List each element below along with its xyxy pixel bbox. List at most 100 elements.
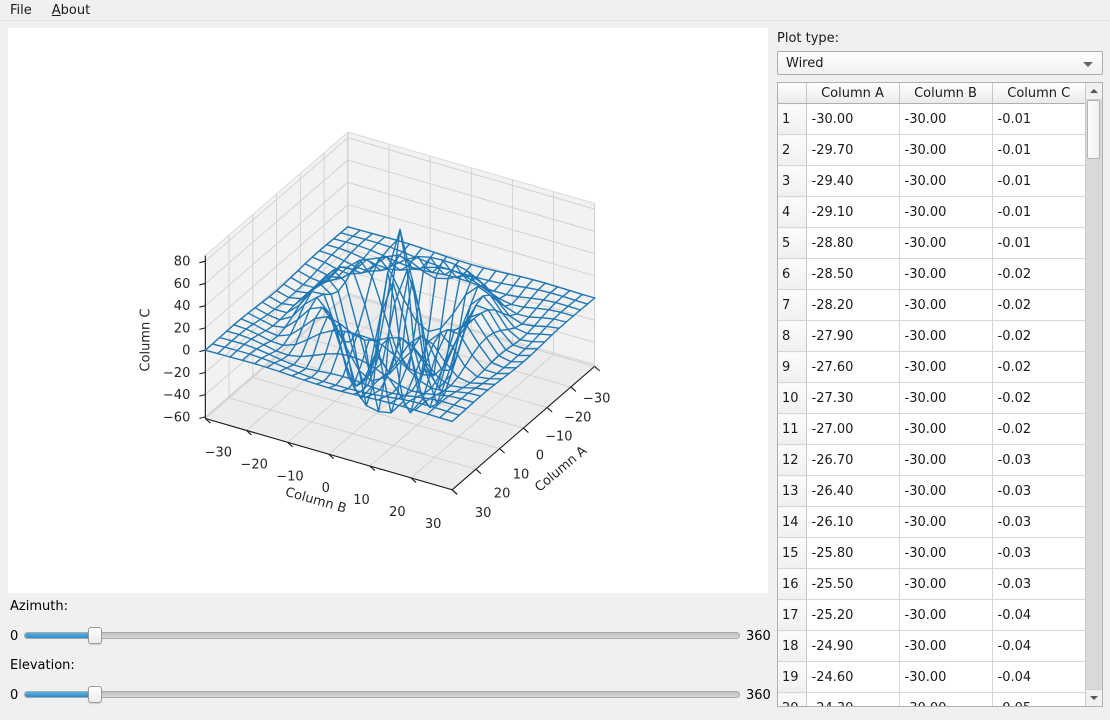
data-cell[interactable]: -30.00: [899, 103, 993, 135]
wireframe-surface: [204, 226, 596, 423]
scroll-up-button[interactable]: [1086, 83, 1102, 100]
data-cell[interactable]: -28.50: [806, 258, 900, 290]
data-cell[interactable]: -29.10: [806, 196, 900, 228]
data-cell[interactable]: -30.00: [899, 165, 993, 197]
data-cell[interactable]: -0.01: [992, 103, 1085, 135]
row-number-cell[interactable]: 20: [778, 692, 807, 706]
azimuth-slider-handle[interactable]: [88, 627, 102, 644]
data-cell[interactable]: -30.00: [899, 413, 993, 445]
row-number-cell[interactable]: 7: [778, 289, 807, 321]
data-cell[interactable]: -30.00: [899, 382, 993, 414]
azimuth-slider-track[interactable]: [24, 627, 740, 644]
data-cell[interactable]: -24.30: [806, 692, 900, 706]
data-cell[interactable]: -27.60: [806, 351, 900, 383]
data-cell[interactable]: -30.00: [899, 692, 993, 706]
data-cell[interactable]: -0.04: [992, 630, 1085, 662]
row-number-cell[interactable]: 5: [778, 227, 807, 259]
elevation-slider-handle[interactable]: [88, 686, 102, 703]
data-cell[interactable]: -26.10: [806, 506, 900, 538]
data-cell[interactable]: -30.00: [899, 537, 993, 569]
row-number-cell[interactable]: 16: [778, 568, 807, 600]
data-cell[interactable]: -0.02: [992, 382, 1085, 414]
data-cell[interactable]: -30.00: [899, 196, 993, 228]
row-number-cell[interactable]: 19: [778, 661, 807, 693]
data-cell[interactable]: -30.00: [899, 661, 993, 693]
elevation-slider-track[interactable]: [24, 686, 740, 703]
data-cell[interactable]: -30.00: [899, 289, 993, 321]
data-cell[interactable]: -0.03: [992, 568, 1085, 600]
row-number-cell[interactable]: 18: [778, 630, 807, 662]
data-cell[interactable]: -25.80: [806, 537, 900, 569]
data-cell[interactable]: -25.20: [806, 599, 900, 631]
data-cell[interactable]: -30.00: [899, 258, 993, 290]
row-number-cell[interactable]: 17: [778, 599, 807, 631]
data-cell[interactable]: -30.00: [899, 320, 993, 352]
data-cell[interactable]: -25.50: [806, 568, 900, 600]
data-cell[interactable]: -0.02: [992, 413, 1085, 445]
data-cell[interactable]: -30.00: [899, 630, 993, 662]
data-cell[interactable]: -27.30: [806, 382, 900, 414]
row-number-cell[interactable]: 8: [778, 320, 807, 352]
column-header[interactable]: Column A: [806, 83, 900, 104]
row-number-cell[interactable]: 1: [778, 103, 807, 135]
data-cell[interactable]: -0.02: [992, 258, 1085, 290]
plot-type-combobox[interactable]: Wired: [777, 51, 1103, 75]
row-number-cell[interactable]: 2: [778, 134, 807, 166]
data-cell[interactable]: -29.70: [806, 134, 900, 166]
row-number-cell[interactable]: 15: [778, 537, 807, 569]
data-cell[interactable]: -26.40: [806, 475, 900, 507]
row-number-cell[interactable]: 14: [778, 506, 807, 538]
row-number-cell[interactable]: 3: [778, 165, 807, 197]
data-cell[interactable]: -0.01: [992, 227, 1085, 259]
data-cell[interactable]: -24.90: [806, 630, 900, 662]
data-cell[interactable]: -0.04: [992, 599, 1085, 631]
menu-item-file[interactable]: File: [10, 2, 32, 18]
column-header[interactable]: Column B: [899, 83, 993, 104]
data-cell[interactable]: -30.00: [899, 351, 993, 383]
svg-text:−40: −40: [163, 388, 190, 403]
data-cell[interactable]: -27.00: [806, 413, 900, 445]
data-cell[interactable]: -30.00: [899, 568, 993, 600]
data-cell[interactable]: -27.90: [806, 320, 900, 352]
data-cell[interactable]: -30.00: [899, 475, 993, 507]
row-number-cell[interactable]: 11: [778, 413, 807, 445]
data-cell[interactable]: -0.04: [992, 661, 1085, 693]
table-row: 12 -26.70 -30.00 -0.03: [778, 444, 1085, 476]
data-cell[interactable]: -0.03: [992, 475, 1085, 507]
data-cell[interactable]: -0.01: [992, 134, 1085, 166]
data-cell[interactable]: -29.40: [806, 165, 900, 197]
row-number-cell[interactable]: 6: [778, 258, 807, 290]
menu-item-about[interactable]: About: [42, 2, 100, 19]
table-corner-header[interactable]: [778, 83, 807, 104]
data-cell[interactable]: -26.70: [806, 444, 900, 476]
vertical-scrollbar[interactable]: [1085, 83, 1102, 706]
data-cell[interactable]: -30.00: [806, 103, 900, 135]
scroll-down-button[interactable]: [1086, 689, 1102, 706]
data-cell[interactable]: -24.60: [806, 661, 900, 693]
column-header[interactable]: Column C: [992, 83, 1085, 104]
data-cell[interactable]: -28.80: [806, 227, 900, 259]
data-cell[interactable]: -0.01: [992, 196, 1085, 228]
data-cell[interactable]: -30.00: [899, 599, 993, 631]
data-cell[interactable]: -30.00: [899, 444, 993, 476]
row-number-cell[interactable]: 12: [778, 444, 807, 476]
data-cell[interactable]: -0.02: [992, 289, 1085, 321]
data-cell[interactable]: -30.00: [899, 227, 993, 259]
scrollbar-groove[interactable]: [1086, 100, 1102, 689]
row-number-cell[interactable]: 9: [778, 351, 807, 383]
data-cell[interactable]: -30.00: [899, 134, 993, 166]
data-cell[interactable]: -28.20: [806, 289, 900, 321]
data-cell[interactable]: -0.03: [992, 444, 1085, 476]
plot-canvas[interactable]: −30−20−100102030−30−20−100102030−60−40−2…: [8, 28, 768, 593]
row-number-cell[interactable]: 4: [778, 196, 807, 228]
scrollbar-thumb[interactable]: [1087, 100, 1100, 159]
data-cell[interactable]: -0.03: [992, 537, 1085, 569]
row-number-cell[interactable]: 10: [778, 382, 807, 414]
data-cell[interactable]: -0.05: [992, 692, 1085, 706]
data-cell[interactable]: -0.02: [992, 320, 1085, 352]
data-cell[interactable]: -30.00: [899, 506, 993, 538]
data-cell[interactable]: -0.01: [992, 165, 1085, 197]
row-number-cell[interactable]: 13: [778, 475, 807, 507]
data-cell[interactable]: -0.02: [992, 351, 1085, 383]
data-cell[interactable]: -0.03: [992, 506, 1085, 538]
